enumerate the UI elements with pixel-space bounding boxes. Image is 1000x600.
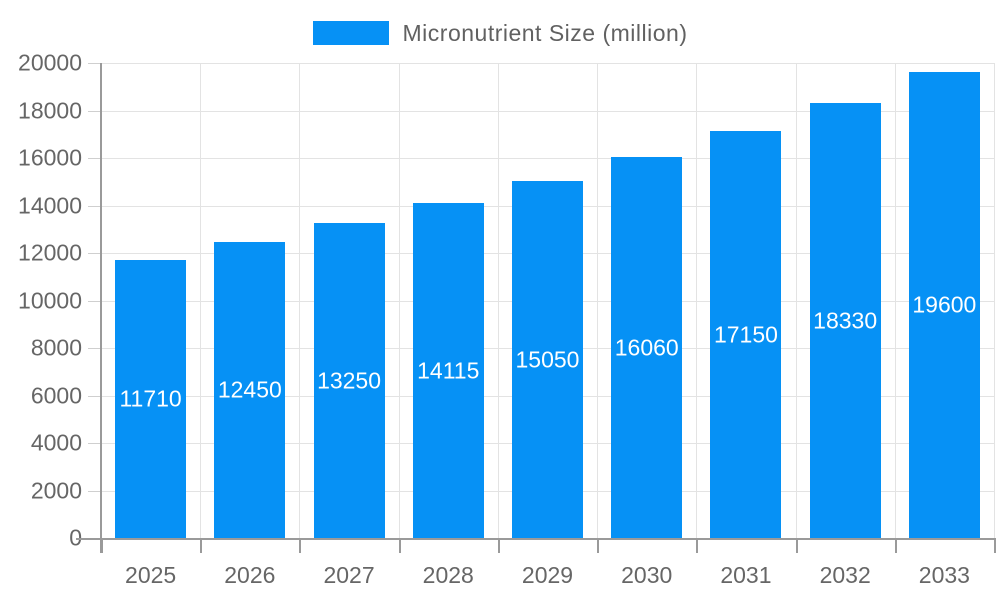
y-axis-label: 14000 bbox=[18, 192, 82, 218]
x-axis-tick bbox=[398, 538, 401, 553]
y-axis-tick bbox=[88, 253, 101, 254]
bar-2026[interactable] bbox=[214, 242, 286, 538]
y-axis-tick bbox=[88, 205, 101, 207]
bar-value-label: 13250 bbox=[317, 367, 382, 393]
x-axis-label: 2029 bbox=[521, 562, 574, 588]
y-axis-tick bbox=[88, 158, 101, 159]
y-axis-tick bbox=[88, 443, 101, 444]
x-axis-tick bbox=[101, 538, 103, 553]
y-axis-tick bbox=[88, 490, 101, 492]
y-axis-label: 10000 bbox=[18, 287, 82, 313]
bar-2027[interactable] bbox=[313, 223, 385, 538]
y-axis-tick bbox=[88, 348, 101, 349]
y-axis-tick bbox=[88, 63, 101, 64]
x-axis-label: 2025 bbox=[125, 562, 177, 588]
x-axis-label: 2030 bbox=[621, 562, 673, 588]
x-gridline bbox=[696, 63, 698, 538]
legend-item[interactable]: Micronutrient Size (million) bbox=[0, 19, 1000, 47]
y-axis-label: 6000 bbox=[30, 382, 82, 408]
x-gridline bbox=[597, 63, 599, 538]
y-axis-tick bbox=[88, 395, 101, 397]
y-axis-label: 16000 bbox=[18, 144, 82, 171]
legend-label: Micronutrient Size (million) bbox=[402, 19, 688, 46]
x-axis-tick bbox=[200, 538, 203, 553]
x-axis-tick bbox=[795, 538, 798, 553]
y-axis-tick bbox=[88, 110, 101, 112]
bar-value-label: 12450 bbox=[217, 376, 282, 403]
y-axis-label: 0 bbox=[0, 525, 82, 552]
x-gridline bbox=[200, 63, 202, 538]
legend-swatch-icon bbox=[312, 21, 389, 45]
y-gridline bbox=[101, 110, 994, 112]
x-axis-tick bbox=[597, 538, 600, 553]
bar-value-label: 11710 bbox=[119, 385, 182, 412]
bar-value-label: 18330 bbox=[813, 307, 878, 333]
x-gridline bbox=[994, 63, 995, 538]
x-axis-tick bbox=[894, 538, 897, 553]
y-gridline bbox=[101, 158, 994, 159]
x-gridline bbox=[299, 63, 301, 538]
y-axis-tick bbox=[88, 300, 101, 302]
bar-2031[interactable] bbox=[710, 131, 782, 538]
y-axis-label: 4000 bbox=[30, 429, 82, 456]
x-axis-tick bbox=[299, 538, 302, 553]
bar-2025[interactable] bbox=[115, 260, 187, 538]
x-axis-label: 2028 bbox=[422, 562, 474, 588]
y-axis-line bbox=[100, 63, 102, 553]
y-axis-label: 20000 bbox=[18, 49, 82, 76]
bar-2032[interactable] bbox=[809, 103, 881, 538]
x-axis-tick bbox=[497, 538, 500, 553]
y-axis-label: 8000 bbox=[30, 334, 82, 361]
x-axis-label: 2032 bbox=[819, 562, 871, 588]
x-axis-label: 2026 bbox=[224, 562, 276, 588]
bar-value-label: 16060 bbox=[614, 334, 679, 360]
bar-value-label: 17150 bbox=[713, 321, 778, 347]
x-axis-line bbox=[76, 538, 994, 540]
bar-2029[interactable] bbox=[512, 181, 583, 538]
y-axis-label: 12000 bbox=[18, 239, 82, 266]
x-axis-label: 2031 bbox=[720, 562, 772, 588]
bar-2030[interactable] bbox=[611, 157, 683, 538]
x-axis-tick bbox=[696, 538, 699, 553]
bar-2033[interactable] bbox=[908, 72, 980, 538]
y-gridline bbox=[101, 63, 994, 64]
x-axis-tick bbox=[994, 538, 996, 553]
x-axis-label: 2027 bbox=[323, 562, 375, 588]
bar-value-label: 19600 bbox=[912, 291, 977, 318]
bar-2028[interactable] bbox=[412, 203, 484, 538]
bar-value-label: 15050 bbox=[515, 346, 580, 372]
y-axis-label: 2000 bbox=[30, 477, 82, 503]
x-gridline bbox=[894, 63, 896, 538]
bar-value-label: 14115 bbox=[417, 357, 480, 383]
y-axis-label: 18000 bbox=[18, 97, 82, 123]
x-gridline bbox=[398, 63, 400, 538]
x-gridline bbox=[795, 63, 797, 538]
x-gridline bbox=[497, 63, 499, 538]
x-axis-label: 2033 bbox=[918, 562, 970, 588]
